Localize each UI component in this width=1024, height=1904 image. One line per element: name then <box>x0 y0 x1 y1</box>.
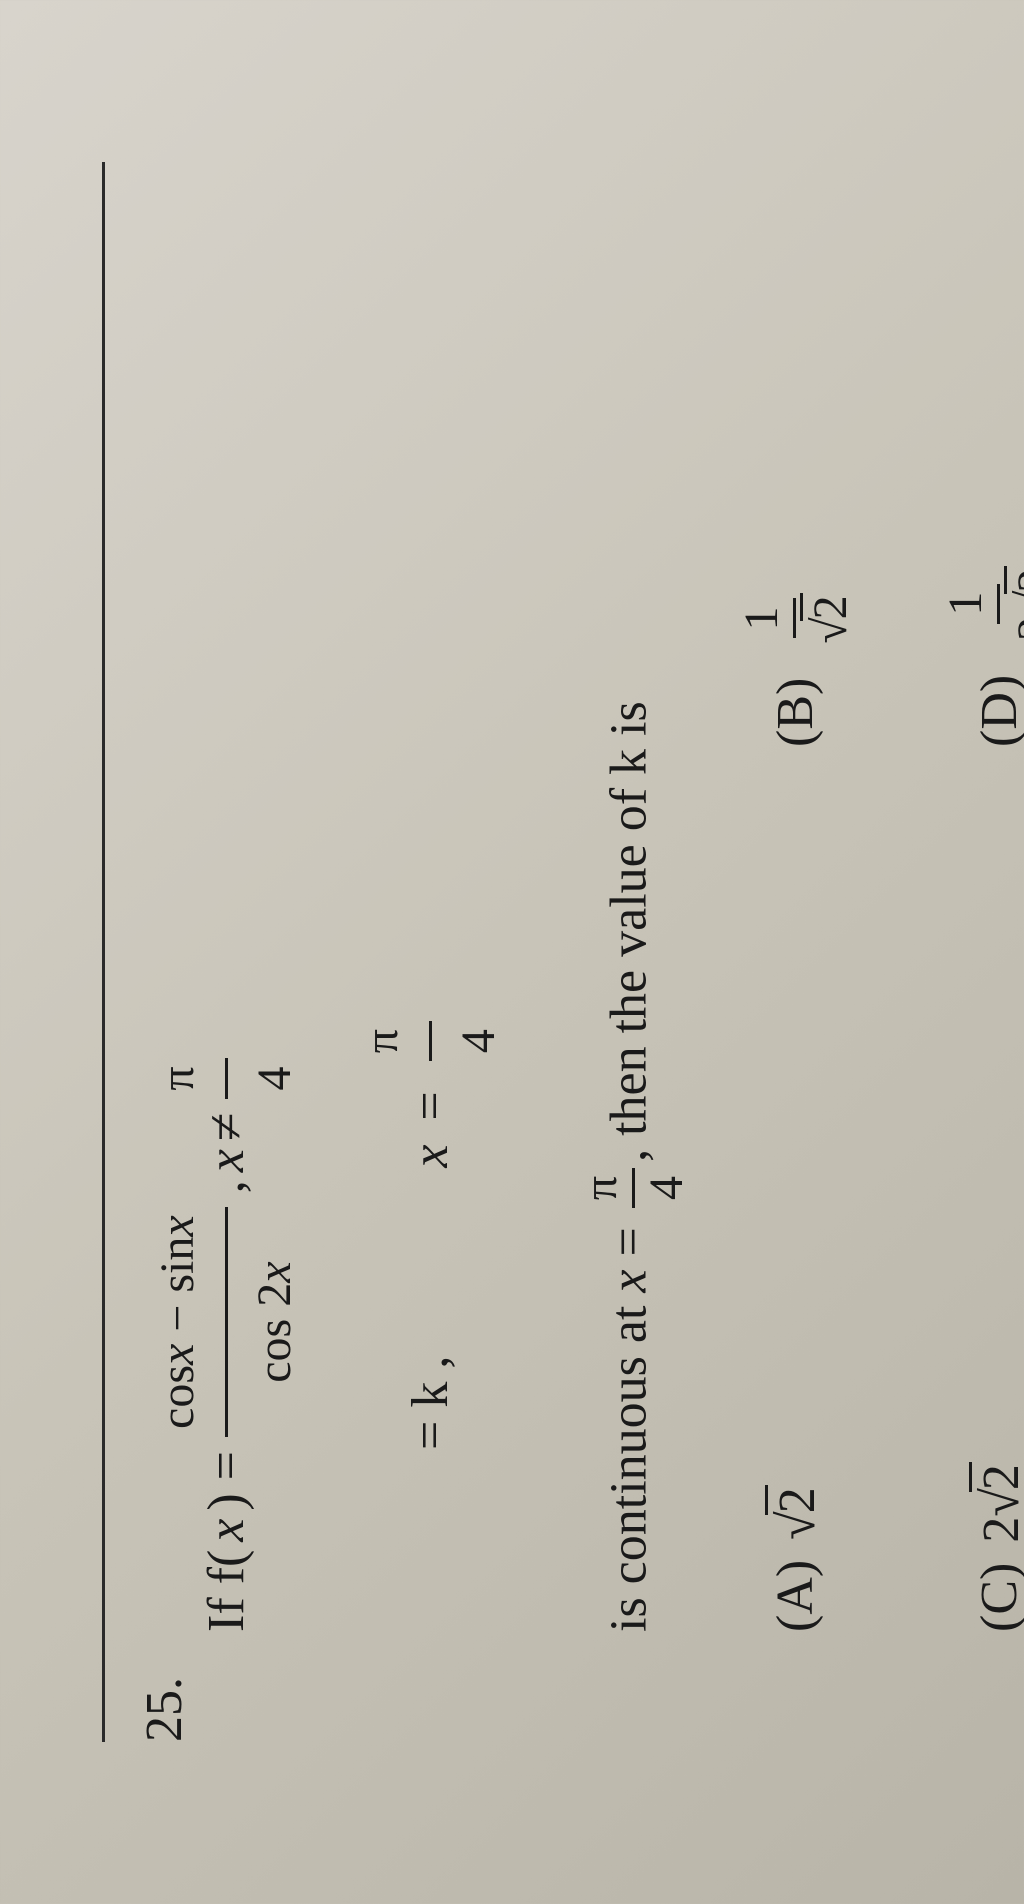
question-body: If f(x) = cosx − sinx cos 2x , x ≠ π 4 <box>135 162 543 1632</box>
question-number: 25. <box>135 1652 194 1742</box>
option-a-label: (A) <box>766 1560 825 1632</box>
text-paren-eq: ) = <box>180 1451 274 1511</box>
option-b[interactable]: (B) 1 2 <box>734 162 858 747</box>
comma-1: , <box>180 1180 274 1193</box>
top-border <box>102 162 105 1742</box>
var-x-1: x <box>180 1519 274 1542</box>
fraction-numerator: cosx − sinx <box>135 1207 228 1437</box>
text-if-f: If f( <box>180 1550 274 1632</box>
cond-x-1: x <box>180 1149 274 1172</box>
pi-3: π <box>573 1168 635 1208</box>
eq-sym-2: = <box>384 1091 478 1120</box>
pi-1: π <box>135 1058 228 1098</box>
four-3: 4 <box>635 1168 694 1208</box>
option-d[interactable]: (D) 1 22 <box>938 162 1024 747</box>
num-x2: x <box>151 1215 204 1236</box>
opt-b-num: 1 <box>734 599 796 639</box>
option-c[interactable]: (C) 22 <box>938 1047 1024 1632</box>
opt-c-coef: 2 <box>973 1517 1024 1543</box>
sqrt-icon <box>1007 590 1024 616</box>
question-block: 25. If f(x) = cosx − sinx cos 2x , x ≠ π <box>135 162 543 1742</box>
neq-sym: ≠ <box>180 1113 274 1142</box>
option-d-label: (D) <box>970 675 1024 747</box>
math-line-1: If f(x) = cosx − sinx cos 2x , x ≠ π 4 <box>135 162 319 1632</box>
cos2-text: cos 2 <box>248 1283 301 1383</box>
sqrt-icon <box>768 1511 827 1540</box>
four-1: 4 <box>228 1059 318 1099</box>
cond-x-2: x <box>384 1145 478 1168</box>
opt-b-den: 2 <box>796 585 858 651</box>
pi-2: π <box>339 1021 432 1061</box>
cont-eq: = <box>600 1214 657 1269</box>
cos-text: cos <box>151 1365 204 1429</box>
den-x: x <box>248 1261 301 1282</box>
minus-sin: − sin <box>151 1237 204 1344</box>
option-d-value: 1 22 <box>938 558 1024 648</box>
pi-over-4-b: π 4 <box>339 1021 523 1061</box>
eq-k: = k , <box>384 1356 478 1450</box>
opt-d-num: 1 <box>938 584 1000 624</box>
opt-d-den: 22 <box>1000 558 1024 648</box>
four-2: 4 <box>432 1021 522 1061</box>
opt-d-den-coef: 2 <box>1008 617 1024 641</box>
cont-x: x <box>600 1269 657 1292</box>
main-fraction: cosx − sinx cos 2x <box>135 1207 319 1437</box>
pi-over-4-a: π 4 <box>135 1058 319 1098</box>
sqrt-icon <box>803 617 858 643</box>
num-x1: x <box>151 1344 204 1365</box>
options-grid: (A) 2 (B) 1 2 (C) 22 (D) 1 <box>734 162 1024 1632</box>
option-b-label: (B) <box>766 678 825 747</box>
sqrt-icon <box>972 1488 1024 1517</box>
cont-text-1: is continuous at <box>600 1293 657 1632</box>
cont-text-2: , then the value of k is <box>600 701 657 1162</box>
fraction-denominator: cos 2x <box>228 1253 318 1390</box>
page-content: 25. If f(x) = cosx − sinx cos 2x , x ≠ π <box>62 102 962 1802</box>
pi-over-4-c: π 4 <box>573 1168 694 1208</box>
option-c-value: 22 <box>969 1462 1024 1543</box>
math-line-2: = k , x = π 4 <box>339 162 523 1450</box>
continuous-statement: is continuous at x = π 4 , then the valu… <box>573 162 694 1632</box>
option-c-label: (C) <box>970 1563 1024 1632</box>
option-a[interactable]: (A) 2 <box>734 1047 858 1632</box>
option-a-value: 2 <box>765 1485 827 1540</box>
option-b-value: 1 2 <box>734 585 858 651</box>
